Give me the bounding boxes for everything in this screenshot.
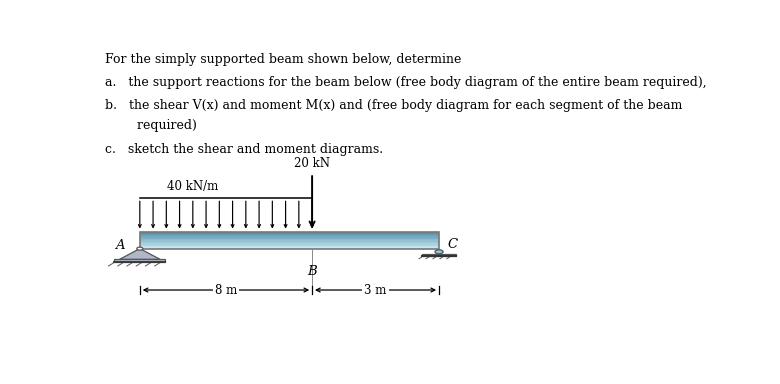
Text: c.   sketch the shear and moment diagrams.: c. sketch the shear and moment diagrams.	[105, 143, 384, 156]
Polygon shape	[119, 248, 160, 259]
Bar	[140, 240, 439, 242]
Bar	[140, 246, 439, 247]
Bar	[140, 235, 439, 237]
Bar	[140, 232, 439, 234]
Text: b.   the shear V(x) and moment M(x) and (free body diagram for each segment of t: b. the shear V(x) and moment M(x) and (f…	[105, 99, 682, 112]
Bar	[422, 254, 456, 256]
Circle shape	[435, 250, 443, 254]
Text: C: C	[448, 238, 458, 251]
Text: 8 m: 8 m	[215, 283, 237, 296]
Text: 40 kN/m: 40 kN/m	[167, 180, 218, 193]
Text: For the simply supported beam shown below, determine: For the simply supported beam shown belo…	[105, 53, 462, 66]
Text: a.   the support reactions for the beam below (free body diagram of the entire b: a. the support reactions for the beam be…	[105, 76, 707, 89]
Bar	[140, 245, 439, 246]
Circle shape	[136, 247, 143, 250]
Bar	[115, 259, 165, 262]
Bar	[140, 232, 439, 248]
Text: 20 kN: 20 kN	[294, 157, 330, 170]
Text: 3 m: 3 m	[364, 283, 387, 296]
Text: required): required)	[105, 119, 197, 132]
Bar	[140, 239, 439, 240]
Bar	[140, 243, 439, 245]
Bar	[140, 242, 439, 243]
Text: B: B	[307, 265, 317, 278]
Bar	[140, 234, 439, 235]
Bar	[140, 247, 439, 248]
Bar	[140, 237, 439, 238]
Bar	[140, 238, 439, 239]
Text: A: A	[115, 239, 125, 252]
